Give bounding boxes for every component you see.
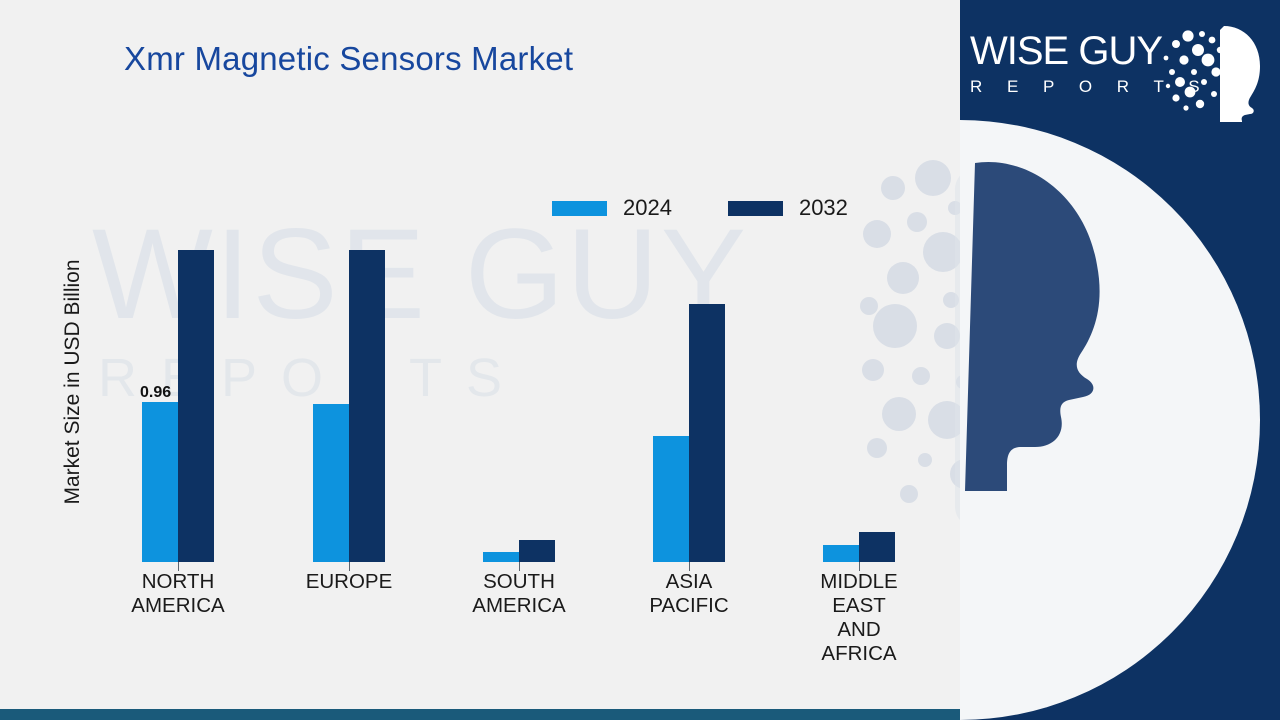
y-axis-label: Market Size in USD Billion [61, 259, 84, 505]
bar-2032-middle-east-and-africa[interactable] [859, 532, 895, 562]
bars [823, 150, 895, 562]
bars [483, 150, 555, 562]
wiseguy-logo[interactable]: WISE GUY R E P O R T S [965, 26, 1265, 123]
head-silhouette-icon [965, 155, 1145, 495]
bar-chart: Market Size in USD Billion 2024 2032 0.9… [61, 150, 920, 665]
bars [313, 150, 385, 562]
bottom-accent-strip [0, 709, 960, 720]
axis-tick [689, 562, 690, 571]
bar-2032-north-america[interactable] [178, 250, 214, 562]
legend-swatch-2032 [727, 200, 783, 216]
legend-item-2032[interactable]: 2032 [727, 195, 848, 221]
category-label-south-america: SOUTH AMERICA [472, 570, 566, 617]
bar-group-south-america: SOUTH AMERICA [472, 150, 566, 617]
plot-area: 0.96 NORTH AMERICA EUROPE SOUTH AM [100, 150, 920, 665]
bar-group-europe: EUROPE [306, 150, 392, 593]
chart-legend: 2024 2032 [552, 195, 848, 221]
category-label-europe: EUROPE [305, 570, 393, 593]
logo-reports-text: R E P O R T S [970, 77, 1210, 96]
category-label-asia-pacific: ASIA PACIFIC [649, 570, 729, 617]
axis-tick [178, 562, 179, 571]
legend-label-2032: 2032 [798, 195, 848, 220]
legend-swatch-2024 [552, 200, 607, 216]
category-label-north-america: NORTH AMERICA [131, 570, 225, 617]
legend-label-2024: 2024 [623, 195, 672, 220]
category-label-middle-east-and-africa: MIDDLE EAST AND AFRICA [820, 570, 898, 665]
axis-tick [859, 562, 860, 571]
logo-dotted-head-icon [1160, 24, 1265, 124]
bars [142, 150, 214, 562]
bar-2024-north-america[interactable] [142, 402, 178, 562]
bar-2024-asia-pacific[interactable] [653, 436, 689, 562]
bar-2024-europe[interactable] [313, 404, 349, 562]
bar-group-asia-pacific: ASIA PACIFIC [649, 150, 729, 617]
value-label-north-america-2024: 0.96 [140, 384, 172, 401]
bar-2024-middle-east-and-africa[interactable] [823, 545, 859, 562]
bar-2032-asia-pacific[interactable] [689, 304, 725, 562]
bar-2032-europe[interactable] [349, 250, 385, 562]
axis-tick [349, 562, 350, 571]
bar-2024-south-america[interactable] [483, 552, 519, 562]
bar-group-north-america: 0.96 NORTH AMERICA [131, 150, 225, 617]
logo-wiseguy-text: WISE GUY [970, 29, 1163, 73]
legend-item-2024[interactable]: 2024 [552, 195, 672, 221]
bar-group-middle-east-and-africa: MIDDLE EAST AND AFRICA [820, 150, 898, 665]
logo-text: WISE GUY R E P O R T S [970, 28, 1210, 99]
bars [653, 150, 725, 562]
axis-tick [519, 562, 520, 571]
bar-2032-south-america[interactable] [519, 540, 555, 562]
page-title: Xmr Magnetic Sensors Market [124, 40, 574, 77]
